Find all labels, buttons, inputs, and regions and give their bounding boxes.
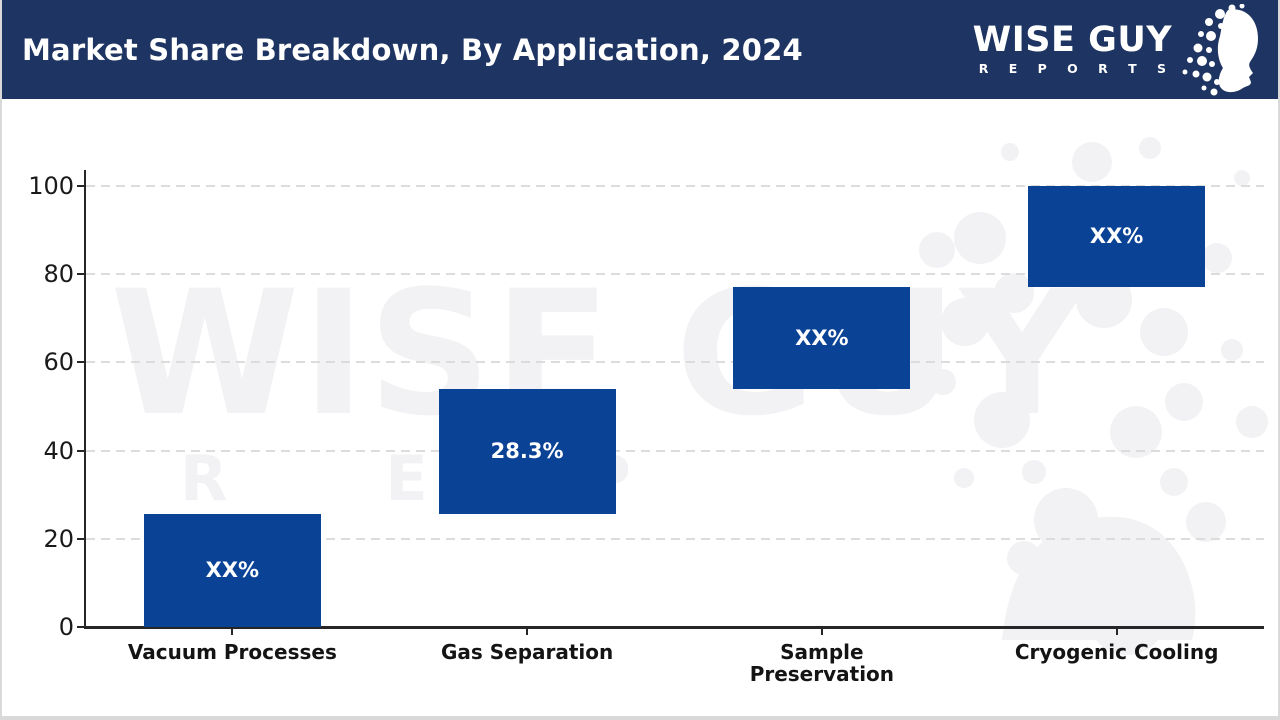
y-tick-mark bbox=[77, 626, 85, 628]
y-tick-label: 60 bbox=[43, 348, 74, 377]
bar-segment: XX% bbox=[143, 513, 321, 627]
bar-value-label: XX% bbox=[795, 325, 849, 350]
bar-segment: XX% bbox=[733, 286, 911, 389]
x-tick-mark bbox=[526, 627, 529, 635]
gridline-y60 bbox=[86, 361, 1264, 364]
bar-value-label: XX% bbox=[205, 558, 260, 583]
brand-name: WISE GUY bbox=[972, 20, 1173, 61]
y-axis-line bbox=[84, 170, 86, 629]
gridline-y100 bbox=[86, 185, 1264, 187]
bar-value-label: XX% bbox=[1089, 224, 1144, 249]
brand-logo: WISE GUY R E P O R T S bbox=[971, 3, 1264, 96]
brand-subname: R E P O R T S bbox=[978, 61, 1174, 77]
x-category-label: Cryogenic Cooling bbox=[1014, 640, 1219, 664]
y-tick-label: 100 bbox=[28, 172, 74, 200]
x-category-label: Vacuum Processes bbox=[127, 640, 337, 664]
x-category-label: Gas Separation bbox=[440, 640, 614, 664]
x-category-label: Sample Preservation bbox=[749, 640, 895, 687]
y-tick-mark bbox=[77, 361, 85, 364]
x-tick-mark bbox=[820, 627, 823, 635]
y-tick-label: 80 bbox=[43, 260, 74, 289]
y-tick-mark bbox=[77, 185, 85, 187]
gridline-y20 bbox=[86, 537, 1264, 540]
bar-value-label: 28.3% bbox=[490, 439, 564, 464]
bar-segment: 28.3% bbox=[438, 388, 616, 514]
y-tick-mark bbox=[77, 449, 85, 452]
brand-logo-text: WISE GUY R E P O R T S bbox=[971, 23, 1174, 76]
x-tick-mark bbox=[1115, 627, 1118, 635]
y-tick-label: 0 bbox=[58, 613, 74, 641]
y-tick-mark bbox=[77, 537, 85, 540]
gridline-y40 bbox=[86, 449, 1264, 452]
gridline-y80 bbox=[86, 273, 1264, 276]
header-bar: Market Share Breakdown, By Application, … bbox=[2, 0, 1278, 99]
x-axis-line bbox=[84, 626, 1264, 629]
y-tick-label: 20 bbox=[43, 524, 74, 553]
page-title: Market Share Breakdown, By Application, … bbox=[22, 32, 803, 67]
x-tick-mark bbox=[231, 627, 234, 635]
y-tick-mark bbox=[77, 273, 85, 276]
y-tick-label: 40 bbox=[43, 436, 74, 465]
bar-segment: XX% bbox=[1028, 186, 1206, 287]
logo-face-icon bbox=[1182, 3, 1258, 95]
